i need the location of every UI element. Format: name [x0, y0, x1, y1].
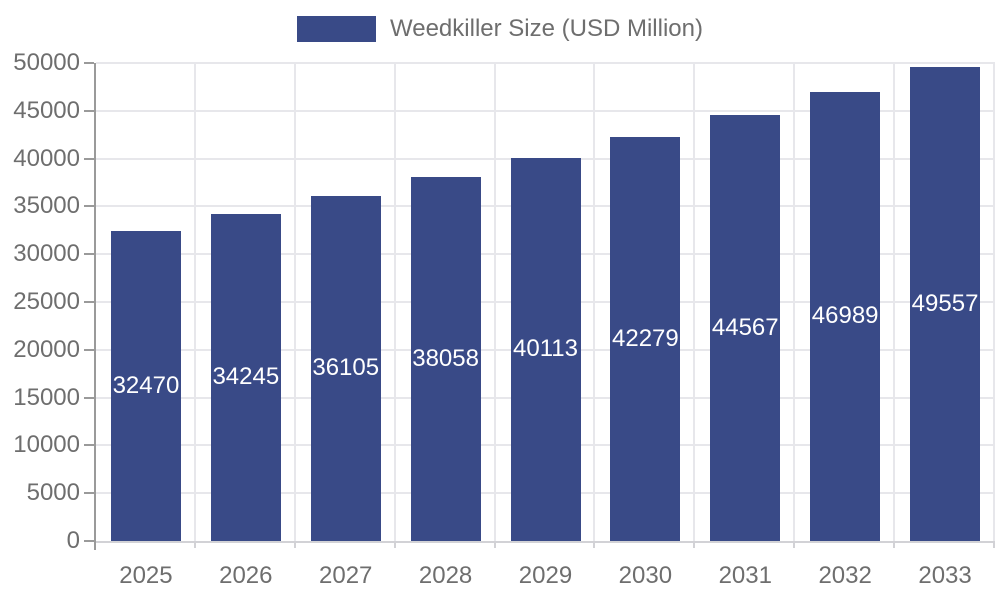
vertical-gridline: [193, 63, 196, 541]
y-axis-tick: [84, 205, 94, 208]
x-tick-label: 2026: [219, 562, 273, 589]
bar[interactable]: 36105: [310, 195, 381, 541]
y-axis-tick: [84, 301, 94, 303]
vertical-gridline: [993, 63, 995, 541]
bar[interactable]: 42279: [610, 136, 681, 541]
y-tick-label: 45000: [13, 96, 80, 124]
x-tick-label: 2025: [119, 562, 173, 589]
bar-value-label: 34245: [212, 363, 280, 391]
vertical-gridline: [893, 63, 896, 541]
x-axis-tick: [693, 541, 696, 548]
x-axis-line: [96, 541, 995, 543]
bar[interactable]: 46989: [810, 91, 881, 541]
y-tick-label: 5000: [26, 479, 80, 507]
y-axis-tick: [84, 348, 94, 351]
bar[interactable]: 38058: [410, 177, 481, 541]
bar[interactable]: 32470: [110, 230, 181, 541]
bar-value-label: 42279: [612, 324, 679, 352]
y-axis-line: [94, 63, 96, 550]
x-tick-label: 2029: [518, 562, 573, 589]
bar-value-label: 32470: [112, 371, 180, 399]
x-axis-tick: [393, 541, 396, 548]
bar-value-label: 49557: [911, 290, 979, 318]
y-tick-label: 30000: [13, 240, 80, 268]
bar-value-label: 40113: [513, 335, 578, 363]
y-tick-label: 50000: [13, 49, 80, 76]
vertical-gridline: [393, 63, 396, 541]
bar-value-label: 38058: [412, 345, 479, 373]
x-axis-tick: [593, 541, 596, 548]
legend-label: Weedkiller Size (USD Million): [390, 15, 703, 42]
y-axis-tick: [84, 540, 94, 542]
y-axis-tick: [84, 253, 94, 256]
y-tick-label: 20000: [13, 335, 80, 363]
vertical-gridline: [293, 63, 296, 541]
vertical-gridline: [793, 63, 796, 541]
bar[interactable]: 49557: [910, 67, 981, 541]
bar-value-label: 36105: [312, 354, 380, 382]
x-tick-label: 2030: [618, 562, 673, 589]
horizontal-gridline: [96, 62, 995, 64]
x-tick-label: 2027: [319, 562, 373, 589]
bar[interactable]: 44567: [710, 114, 781, 541]
bar-value-label: 46989: [811, 302, 879, 330]
plot-area: 0 5000 10000 15000 20000 25000 30000 35000 40000…: [13, 49, 995, 589]
y-tick-label: 0: [66, 527, 80, 554]
legend-swatch-icon: [297, 16, 377, 42]
y-axis-tick: [84, 109, 94, 112]
y-axis-tick: [84, 62, 94, 64]
vertical-gridline: [693, 63, 696, 541]
legend[interactable]: Weedkiller Size (USD Million): [0, 16, 1000, 42]
y-tick-label: 25000: [13, 288, 80, 315]
x-tick-label: 2031: [718, 562, 772, 589]
y-tick-label: 15000: [13, 383, 80, 411]
x-axis-tick: [493, 541, 496, 548]
y-tick-label: 10000: [13, 431, 80, 459]
y-axis-tick: [84, 396, 94, 399]
x-tick-label: 2028: [418, 562, 473, 589]
x-tick-label: 2033: [918, 562, 972, 589]
x-axis-tick: [293, 541, 296, 548]
vertical-gridline: [593, 63, 596, 541]
y-axis-tick: [84, 444, 94, 447]
y-axis-tick: [84, 492, 94, 495]
x-axis-tick: [993, 541, 995, 548]
x-axis-tick: [793, 541, 796, 548]
bar-value-label: 44567: [711, 313, 779, 341]
bar[interactable]: 40113: [510, 157, 581, 541]
y-tick-label: 35000: [13, 192, 80, 220]
x-axis-tick: [893, 541, 896, 548]
x-axis-tick: [193, 541, 196, 548]
bar[interactable]: 34245: [210, 213, 281, 541]
y-axis-tick: [84, 157, 94, 160]
vertical-gridline: [493, 63, 496, 541]
x-tick-label: 2032: [818, 562, 872, 589]
y-tick-label: 40000: [13, 144, 80, 172]
